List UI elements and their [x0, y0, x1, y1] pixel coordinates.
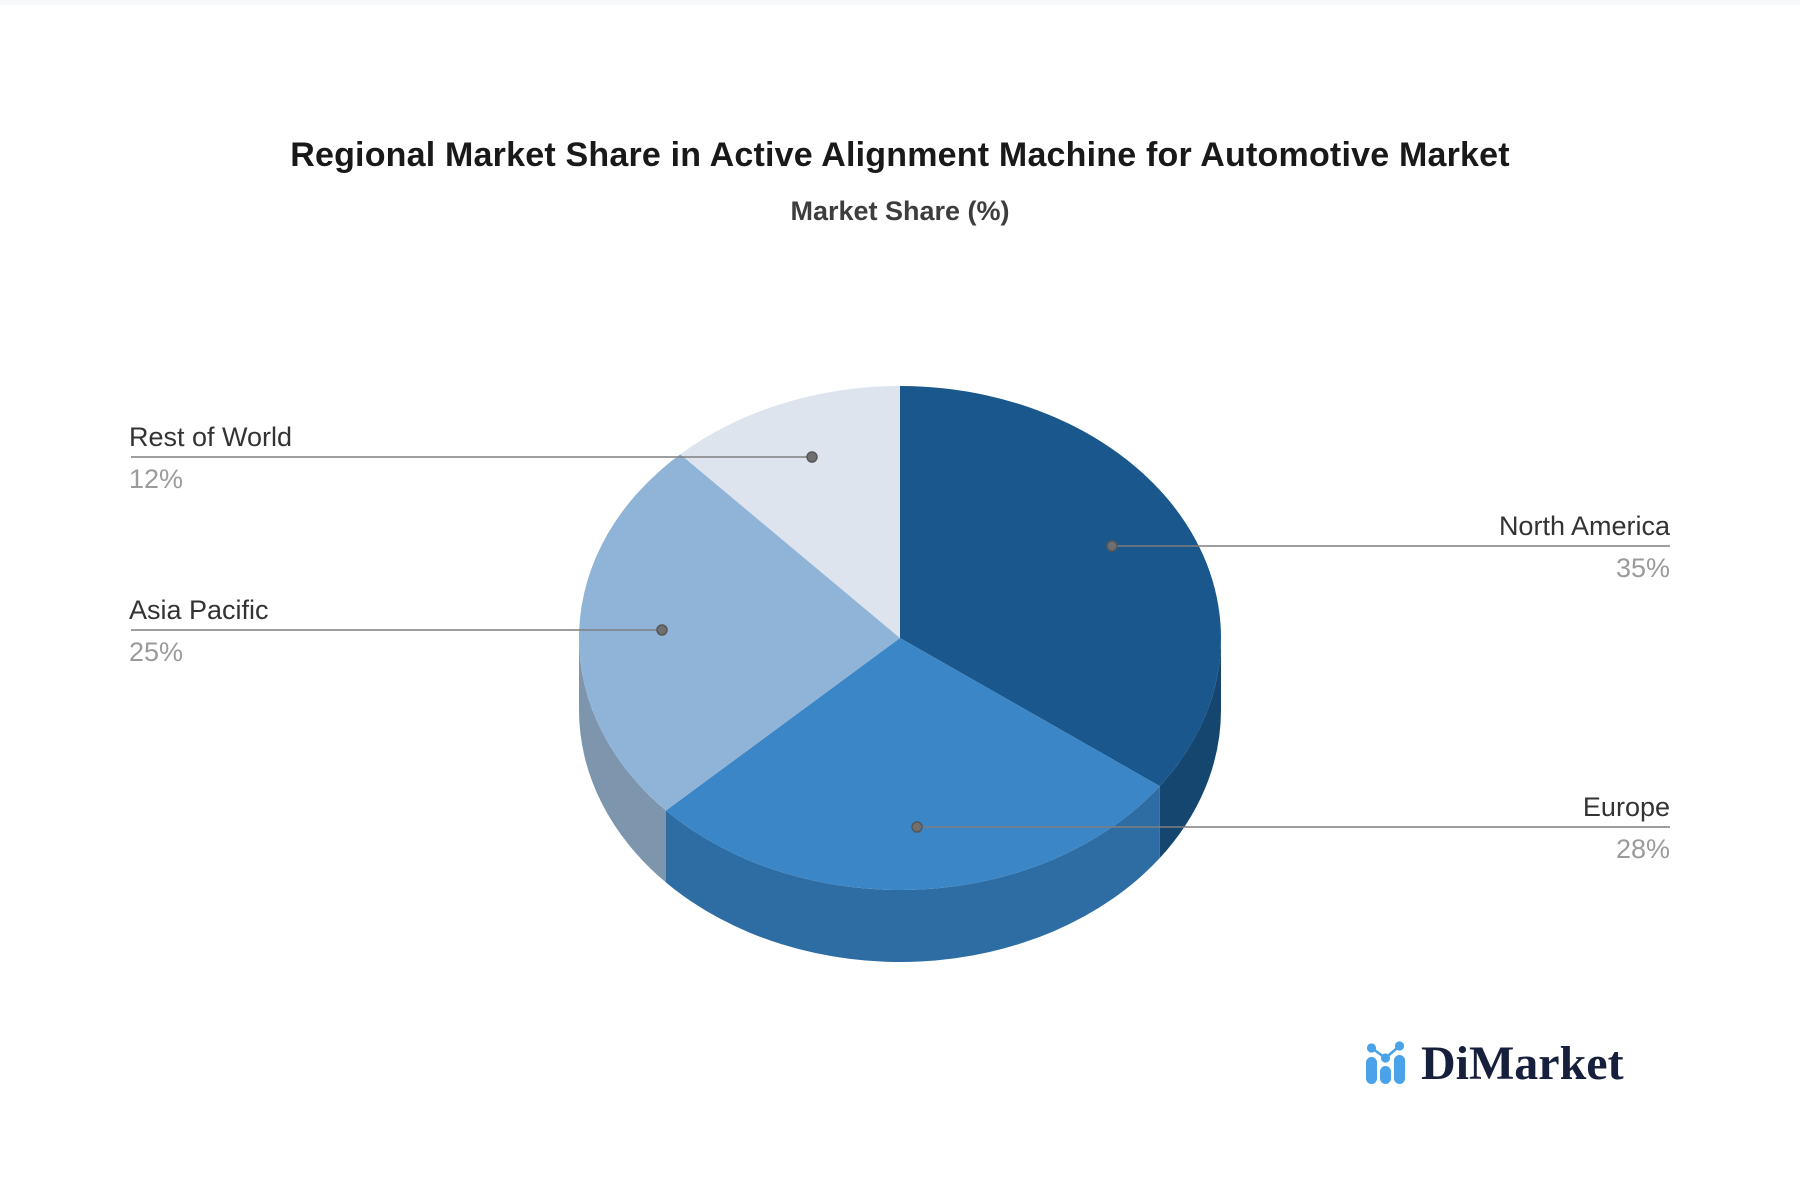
- slice-value: 12%: [129, 464, 184, 494]
- bar-line-chart-icon: [1366, 1041, 1405, 1084]
- slice-callout-rest-of-world: Rest of World 12%: [129, 422, 292, 494]
- slice-value: 28%: [1615, 834, 1670, 864]
- pie-slice-side-asia-pacific: [579, 638, 666, 883]
- slice-value: 25%: [129, 637, 184, 667]
- slice-label: Asia Pacific: [129, 595, 269, 625]
- pie-slice-side-europe: [666, 786, 1160, 962]
- logo-text: DiMarket: [1421, 1037, 1624, 1090]
- slice-label: Europe: [1582, 792, 1670, 822]
- slice-value: 35%: [1615, 553, 1670, 583]
- slice-label: North America: [1498, 511, 1670, 541]
- pie-slice-north-america[interactable]: [900, 386, 1221, 787]
- slice-callout-asia-pacific: Asia Pacific 25%: [129, 595, 269, 667]
- pie-slice-side-north-america: [1159, 638, 1221, 859]
- dimarket-logo: DiMarket: [1363, 1040, 1624, 1088]
- pie-slice-asia-pacific[interactable]: [579, 454, 900, 811]
- page-top-strip: [0, 0, 1800, 5]
- chart-subtitle: Market Share (%): [790, 196, 1010, 226]
- chart-title: Regional Market Share in Active Alignmen…: [290, 136, 1510, 174]
- slice-callout-europe: Europe 28%: [1583, 792, 1670, 864]
- slice-label: Rest of World: [129, 422, 293, 452]
- leader-dot-rest-of-world: [806, 451, 818, 463]
- leader-dot-asia-pacific: [656, 624, 668, 636]
- leader-dot-europe: [911, 821, 923, 833]
- slice-callout-north-america: North America 35%: [1499, 511, 1670, 583]
- pie-slice-rest-of-world[interactable]: [680, 386, 900, 638]
- leader-dot-north-america: [1106, 540, 1118, 552]
